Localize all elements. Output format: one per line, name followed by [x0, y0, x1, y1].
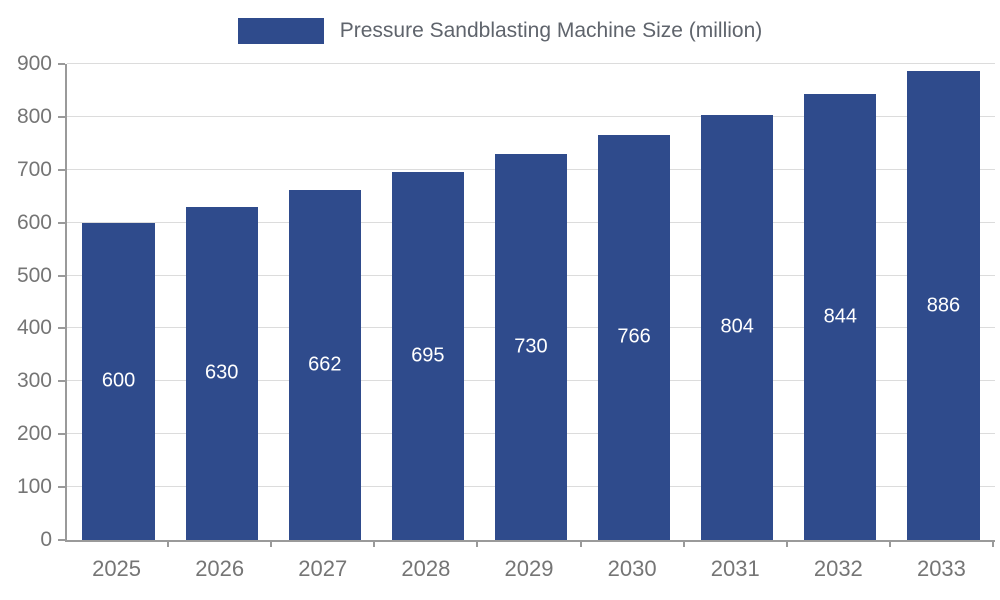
y-tick-label: 500 [16, 263, 52, 287]
x-tick-mark [992, 540, 994, 547]
y-tick-label: 400 [16, 316, 52, 340]
x-tick-label: 2027 [298, 556, 348, 581]
x-tick-label: 2032 [813, 556, 863, 581]
bar-value-label: 766 [617, 325, 651, 348]
x-tick-label: 2025 [92, 556, 142, 581]
chart-legend: Pressure Sandblasting Machine Size (mill… [0, 16, 1000, 46]
y-tick-mark [58, 63, 65, 65]
gridline [67, 115, 995, 117]
bar-value-label: 844 [823, 305, 857, 328]
x-tick-mark [270, 540, 273, 547]
bar-value-label: 630 [204, 361, 239, 384]
bar-value-label: 804 [720, 315, 754, 338]
legend-label: Pressure Sandblasting Machine Size (mill… [339, 19, 763, 42]
legend-swatch [237, 18, 324, 44]
x-tick-mark [167, 540, 170, 547]
y-tick-mark [58, 539, 65, 541]
bar-2030: 766 [598, 134, 671, 540]
y-tick-mark [58, 221, 65, 224]
gridline [67, 63, 995, 64]
y-tick-label: 300 [16, 369, 52, 393]
x-tick-label: 2030 [607, 556, 657, 581]
bar-value-label: 730 [514, 335, 548, 358]
x-tick-mark [682, 540, 685, 547]
bar-value-label: 600 [101, 369, 136, 392]
x-tick-label: 2028 [401, 556, 451, 581]
bar-2026: 630 [185, 206, 258, 540]
x-tick-label: 2029 [504, 556, 554, 581]
y-tick-label: 200 [16, 422, 52, 446]
bar-value-label: 886 [926, 294, 961, 317]
bar-2031: 804 [701, 114, 774, 540]
plot-area: 600 630 662 695 730 766 804 844 886 [65, 63, 995, 542]
bar-2029: 730 [494, 153, 568, 540]
y-tick-mark [58, 433, 65, 436]
bar-2033: 886 [907, 71, 980, 540]
x-tick-mark [579, 540, 582, 547]
y-tick-mark [58, 274, 65, 277]
x-tick-label: 2031 [710, 556, 760, 581]
x-tick-label: 2033 [916, 556, 966, 581]
bar-2032: 844 [804, 93, 877, 540]
y-tick-mark [58, 380, 65, 383]
bar-2027: 662 [288, 189, 361, 540]
y-tick-label: 800 [16, 104, 52, 128]
y-tick-label: 700 [16, 157, 52, 181]
y-tick-mark [58, 115, 65, 118]
y-tick-mark [58, 486, 65, 489]
x-tick-label: 2026 [195, 556, 245, 581]
x-tick-mark [373, 540, 376, 547]
y-tick-mark [58, 168, 65, 171]
bar-value-label: 662 [308, 353, 342, 376]
y-tick-label: 600 [16, 210, 52, 234]
bar-value-label: 695 [411, 344, 445, 367]
y-tick-label: 0 [40, 528, 52, 551]
x-tick-mark [888, 540, 891, 547]
x-tick-mark [476, 540, 479, 547]
y-tick-label: 100 [16, 475, 52, 499]
y-tick-mark [58, 327, 65, 330]
y-tick-label: 900 [16, 52, 52, 75]
bar-2028: 695 [391, 172, 464, 540]
x-tick-mark [785, 540, 788, 547]
bar-2025: 600 [82, 222, 155, 540]
